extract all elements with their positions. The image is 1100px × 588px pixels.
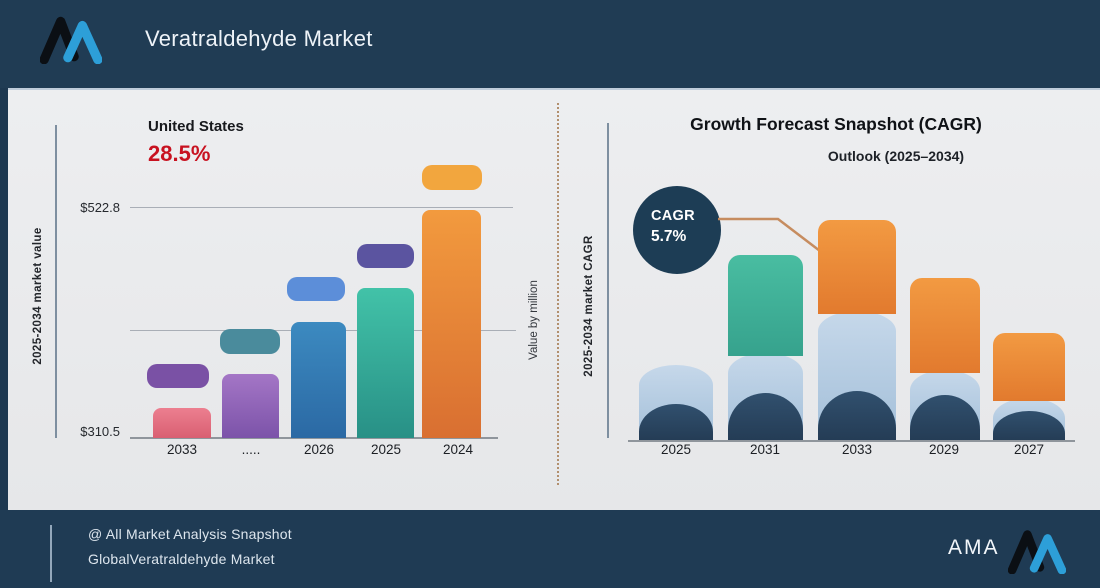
right-x-label-3: 2033 <box>841 442 873 457</box>
left-bar-2024 <box>422 210 481 438</box>
right-chart-subtitle: Outlook (2025–2034) <box>827 148 965 164</box>
right-bar-2029-top <box>910 278 980 373</box>
panel-divider <box>557 103 559 485</box>
cagr-badge-label: CAGR <box>651 208 695 224</box>
right-chart-title: Growth Forecast Snapshot (CAGR) <box>690 114 982 134</box>
footer-source-line: @ All Market Analysis Snapshot <box>88 526 292 542</box>
left-x-axis-line <box>130 437 498 439</box>
header-bar: Veratraldehyde Market <box>0 0 1100 88</box>
right-bar-2033-top <box>818 220 896 314</box>
left-bar-2025 <box>357 288 414 438</box>
footer-divider <box>50 525 52 582</box>
left-chart-region-value: 28.5% <box>148 141 211 166</box>
left-y-tick-top: $522.8 <box>80 200 120 215</box>
footer-market-line: GlobalVeratraldehyde Market <box>88 551 275 567</box>
left-x-label-1: 2033 <box>166 442 198 457</box>
left-y-axis-title: 2025-2034 market value <box>32 227 44 365</box>
right-bar-2027-top <box>993 333 1065 401</box>
left-x-label-4: 2025 <box>370 442 402 457</box>
footer-ama-logo-icon <box>1008 530 1066 574</box>
right-bar-2031-top <box>728 255 803 356</box>
left-y-tick-bottom: $310.5 <box>80 424 120 439</box>
left-bar-2033 <box>153 408 211 438</box>
left-cap-2024 <box>422 165 482 190</box>
cagr-connector-line <box>718 217 821 252</box>
footer-brand-text: AMA <box>948 536 1000 559</box>
footer-bar: @ All Market Analysis Snapshot GlobalVer… <box>0 510 1100 588</box>
left-cap-2033 <box>147 364 209 388</box>
left-x-label-2: ..... <box>241 442 261 457</box>
left-cap-2026 <box>287 277 345 301</box>
right-x-label-2: 2031 <box>749 442 781 457</box>
right-y-axis-title: 2025-2034 market CAGR <box>583 235 595 377</box>
left-x-label-3: 2026 <box>303 442 335 457</box>
right-x-label-4: 2029 <box>928 442 960 457</box>
right-x-label-1: 2025 <box>660 442 692 457</box>
ama-logo-icon <box>40 16 102 64</box>
right-x-axis-line <box>628 440 1075 442</box>
left-y-axis-line <box>55 125 57 438</box>
middle-value-axis-label: Value by million <box>528 280 540 360</box>
left-bar-dots <box>222 374 279 438</box>
right-bar-2025-base <box>639 404 713 441</box>
page-title: Veratraldehyde Market <box>145 26 373 51</box>
left-x-label-5: 2024 <box>442 442 474 457</box>
left-bar-2026 <box>291 322 346 438</box>
left-cap-2025 <box>357 244 414 268</box>
cagr-badge-value: 5.7% <box>651 227 687 245</box>
right-y-axis-line <box>607 123 609 438</box>
right-x-label-5: 2027 <box>1013 442 1045 457</box>
left-chart-region-label: United States <box>148 118 244 135</box>
cagr-badge: CAGR 5.7% <box>633 186 721 274</box>
right-bar-2027-base <box>993 411 1065 441</box>
left-gridline-top <box>130 207 513 208</box>
left-cap-dots <box>220 329 280 354</box>
